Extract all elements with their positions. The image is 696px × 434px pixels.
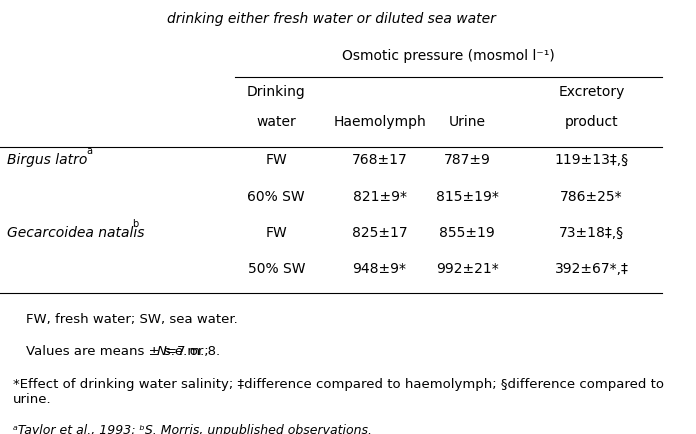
- Text: ᵃTaylor et al., 1993; ᵇS. Morris, unpublished observations.: ᵃTaylor et al., 1993; ᵇS. Morris, unpubl…: [13, 424, 372, 434]
- Text: 50% SW: 50% SW: [248, 263, 305, 276]
- Text: a: a: [86, 146, 93, 156]
- Text: 768±17: 768±17: [351, 153, 407, 167]
- Text: FW: FW: [265, 153, 287, 167]
- Text: water: water: [256, 115, 296, 129]
- Text: FW, fresh water; SW, sea water.: FW, fresh water; SW, sea water.: [26, 313, 238, 326]
- Text: product: product: [564, 115, 619, 129]
- Text: 119±13‡,§: 119±13‡,§: [555, 153, 628, 167]
- Text: 855±19: 855±19: [439, 226, 495, 240]
- Text: 948±9*: 948±9*: [353, 263, 406, 276]
- Text: drinking either fresh water or diluted sea water: drinking either fresh water or diluted s…: [167, 12, 496, 26]
- Text: 787±9: 787±9: [443, 153, 491, 167]
- Text: Birgus latro: Birgus latro: [7, 153, 87, 167]
- Text: Drinking: Drinking: [247, 85, 306, 99]
- Text: =7 or 8.: =7 or 8.: [166, 345, 220, 358]
- Text: Excretory: Excretory: [558, 85, 625, 99]
- Text: 992±21*: 992±21*: [436, 263, 498, 276]
- Text: FW: FW: [265, 226, 287, 240]
- Text: 60% SW: 60% SW: [248, 190, 305, 204]
- Text: Values are means ± s.e.m.;: Values are means ± s.e.m.;: [26, 345, 214, 358]
- Text: N: N: [157, 345, 167, 358]
- Text: 73±18‡,§: 73±18‡,§: [559, 226, 624, 240]
- Text: 786±25*: 786±25*: [560, 190, 623, 204]
- Text: Osmotic pressure (mosmol l⁻¹): Osmotic pressure (mosmol l⁻¹): [342, 49, 555, 62]
- Text: 821±9*: 821±9*: [353, 190, 406, 204]
- Text: 392±67*,‡: 392±67*,‡: [555, 263, 628, 276]
- Text: Gecarcoidea natalis: Gecarcoidea natalis: [7, 226, 144, 240]
- Text: Haemolymph: Haemolymph: [333, 115, 426, 129]
- Text: *Effect of drinking water salinity; ‡difference compared to haemolymph; §differe: *Effect of drinking water salinity; ‡dif…: [13, 378, 664, 406]
- Text: 815±19*: 815±19*: [436, 190, 498, 204]
- Text: b: b: [132, 219, 139, 229]
- Text: 825±17: 825±17: [351, 226, 407, 240]
- Text: Urine: Urine: [448, 115, 486, 129]
